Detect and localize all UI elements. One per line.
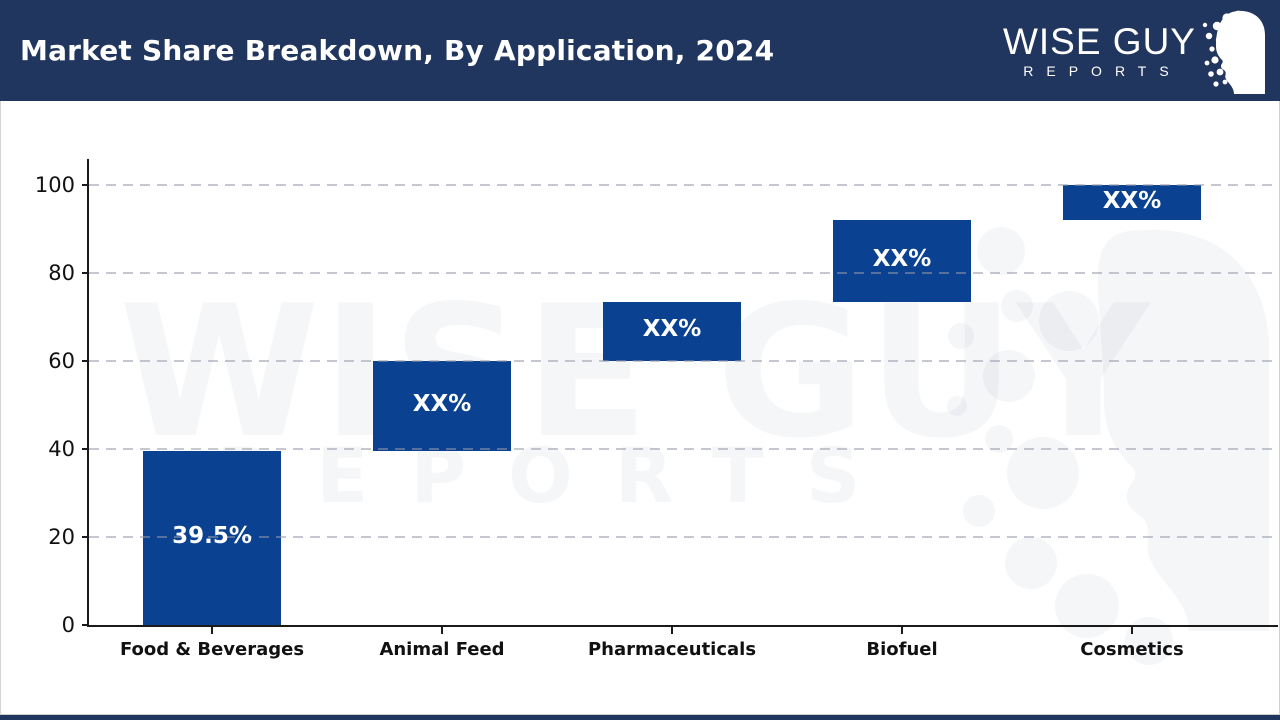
y-tick-0 <box>82 624 89 626</box>
wise-guy-reports-logo: WISE GUY REPORTS <box>1003 8 1280 94</box>
x-category-label-animal-feed: Animal Feed <box>379 639 505 660</box>
y-tick-label-0: 0 <box>61 613 75 637</box>
bar-value-label-cosmetics: XX% <box>1102 187 1162 214</box>
x-category-label-biofuel: Biofuel <box>866 639 938 660</box>
plot-area: 39.5% XX% XX% XX% XX% 0 20 40 60 80 100 Food & Beve… <box>1 101 1279 714</box>
y-tick-40 <box>82 448 89 450</box>
y-tick-label-80: 80 <box>48 261 75 285</box>
bar-value-label-food-beverages: 39.5% <box>172 523 252 550</box>
chart-title: Market Share Breakdown, By Application, … <box>20 34 775 67</box>
bar-food-beverages <box>143 451 281 625</box>
bar-cosmetics <box>1063 185 1201 221</box>
gridline-y80 <box>89 272 1278 274</box>
logo-wordmark: WISE GUY REPORTS <box>1003 23 1196 78</box>
x-tick-cosmetics <box>1131 627 1133 634</box>
gridline-y40 <box>89 448 1278 450</box>
y-tick-80 <box>82 272 89 274</box>
x-category-label-pharmaceuticals: Pharmaceuticals <box>587 639 757 660</box>
y-tick-100 <box>82 184 89 186</box>
watermark-text-line2: REPORTS <box>216 431 902 520</box>
y-tick-label-100: 100 <box>34 173 75 197</box>
gridline-y100 <box>89 184 1278 186</box>
y-tick-label-20: 20 <box>48 525 75 549</box>
y-axis-spine <box>87 159 89 627</box>
x-category-label-food-beverages: Food & Beverages <box>119 639 305 660</box>
x-tick-food-beverages <box>211 627 213 634</box>
x-tick-biofuel <box>901 627 903 634</box>
bar-value-label-pharmaceuticals: XX% <box>642 316 702 343</box>
x-category-label-cosmetics: Cosmetics <box>1080 639 1184 660</box>
header-bar: Market Share Breakdown, By Application, … <box>0 0 1280 101</box>
y-tick-label-40: 40 <box>48 437 75 461</box>
x-axis-spine <box>87 625 1278 627</box>
bar-biofuel <box>833 220 971 302</box>
y-tick-60 <box>82 360 89 362</box>
y-tick-20 <box>82 536 89 538</box>
bar-value-label-animal-feed: XX% <box>412 391 472 418</box>
x-tick-pharmaceuticals <box>671 627 673 634</box>
bar-animal-feed <box>373 361 511 452</box>
gridline-y60 <box>89 360 1278 362</box>
bar-value-label-biofuel: XX% <box>872 245 932 272</box>
logo-wordmark-line1: WISE GUY <box>1002 21 1196 62</box>
chart-canvas: WISE GUY REPORTS 39.5% XX% XX% XX% XX% 0 20 40 6… <box>0 101 1280 715</box>
logo-dotted-head-icon <box>1202 10 1265 94</box>
watermark-dotted-head <box>947 227 1269 665</box>
footer-accent-strip <box>0 715 1280 720</box>
gridline-y20 <box>89 536 1278 538</box>
logo-wordmark-line2: REPORTS <box>1023 63 1182 79</box>
bar-pharmaceuticals <box>603 301 741 361</box>
x-tick-animal-feed <box>441 627 443 634</box>
watermark-text-line1: WISE GUY <box>119 266 1151 478</box>
y-tick-label-60: 60 <box>48 349 75 373</box>
